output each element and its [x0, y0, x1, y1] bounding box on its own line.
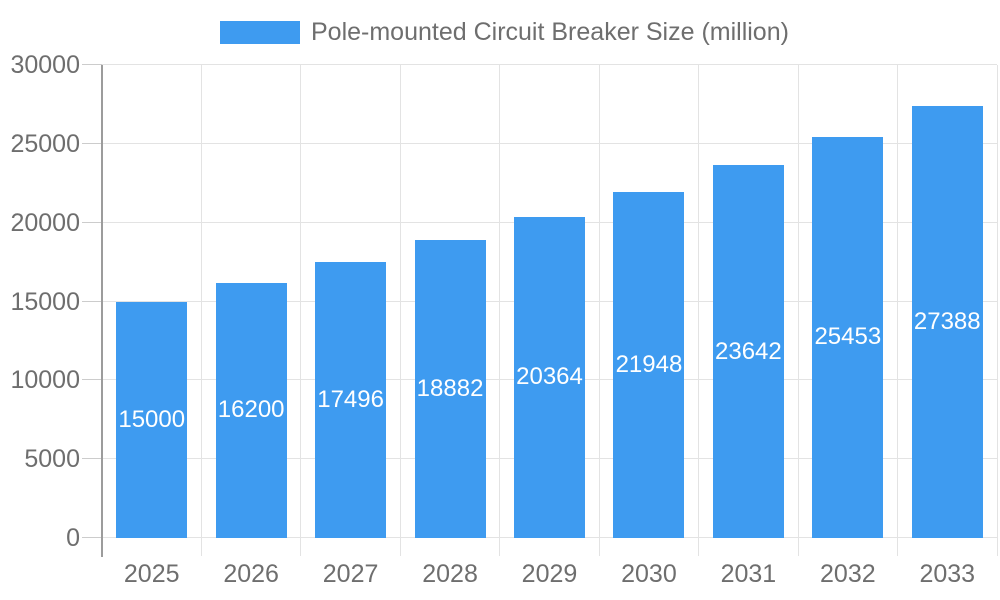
x-axis-label-2027: 2027: [322, 560, 379, 588]
bar-2031: 23642: [712, 165, 784, 538]
y-tick-0: [82, 537, 102, 538]
legend-label: Pole-mounted Circuit Breaker Size (milli…: [311, 18, 789, 46]
y-axis-label-15000: 15000: [10, 287, 80, 316]
y-tick-30000: [82, 64, 102, 65]
x-axis-label-2028: 2028: [422, 560, 478, 588]
x-axis-label-2029: 2029: [521, 560, 578, 588]
bar-2032: 25453: [812, 136, 884, 538]
y-tick-20000: [82, 221, 102, 223]
gridline-x-5: [598, 65, 600, 538]
x-tick-5: [598, 538, 600, 556]
bar-2030: 21948: [613, 191, 685, 538]
y-axis-label-10000: 10000: [10, 366, 80, 395]
y-tick-25000: [82, 142, 102, 144]
bar-value-label-2033: 27388: [913, 308, 981, 336]
x-axis-label-2031: 2031: [720, 560, 777, 588]
gridline-x-1: [200, 65, 202, 538]
bar-value-label-2028: 18882: [416, 375, 484, 403]
y-axis-line: [101, 65, 103, 557]
x-tick-9: [996, 538, 998, 556]
x-axis-label-2030: 2030: [621, 560, 677, 588]
y-axis-label-30000: 30000: [10, 51, 80, 79]
y-tick-10000: [82, 379, 102, 381]
bar-2025: 15000: [116, 301, 188, 538]
bar-value-label-2030: 21948: [615, 350, 683, 378]
gridline-x-2: [300, 65, 302, 538]
bar-value-label-2031: 23642: [715, 337, 782, 365]
x-tick-6: [698, 538, 700, 556]
y-axis-label-0: 0: [66, 524, 80, 552]
x-axis-label-2032: 2032: [820, 560, 876, 588]
gridline-x-6: [698, 65, 700, 538]
legend[interactable]: Pole-mounted Circuit Breaker Size (milli…: [220, 18, 789, 47]
x-axis-label-2033: 2033: [919, 560, 976, 588]
x-tick-7: [797, 538, 799, 556]
legend-swatch: [220, 21, 300, 44]
gridline-x-8: [897, 65, 899, 538]
bar-value-label-2026: 16200: [217, 396, 285, 424]
gridline-y-30000: [102, 64, 997, 65]
x-axis-label-2025: 2025: [123, 560, 180, 588]
x-axis-label-2026: 2026: [223, 560, 279, 588]
y-axis-label-25000: 25000: [10, 129, 80, 158]
y-tick-5000: [82, 458, 102, 460]
x-tick-8: [897, 538, 899, 556]
y-axis-label-20000: 20000: [10, 208, 80, 237]
x-tick-1: [200, 538, 202, 556]
gridline-y-25000: [102, 142, 997, 144]
gridline-x-9: [996, 65, 998, 538]
bar-2028: 18882: [414, 240, 486, 538]
bar-value-label-2029: 20364: [516, 363, 583, 391]
y-axis-label-5000: 5000: [24, 445, 80, 474]
bar-value-label-2025: 15000: [118, 405, 186, 433]
gridline-x-7: [797, 65, 799, 538]
gridline-x-4: [499, 65, 501, 538]
bar-2027: 17496: [315, 262, 387, 538]
x-tick-2: [300, 538, 302, 556]
bar-value-label-2032: 25453: [814, 323, 882, 351]
x-tick-4: [499, 538, 501, 556]
y-tick-15000: [82, 300, 102, 302]
bar-2029: 20364: [514, 216, 585, 538]
bar-2026: 16200: [215, 282, 287, 538]
gridline-x-3: [399, 65, 401, 538]
x-tick-3: [399, 538, 401, 556]
bar-2033: 27388: [911, 106, 983, 538]
bar-value-label-2027: 17496: [317, 386, 384, 414]
